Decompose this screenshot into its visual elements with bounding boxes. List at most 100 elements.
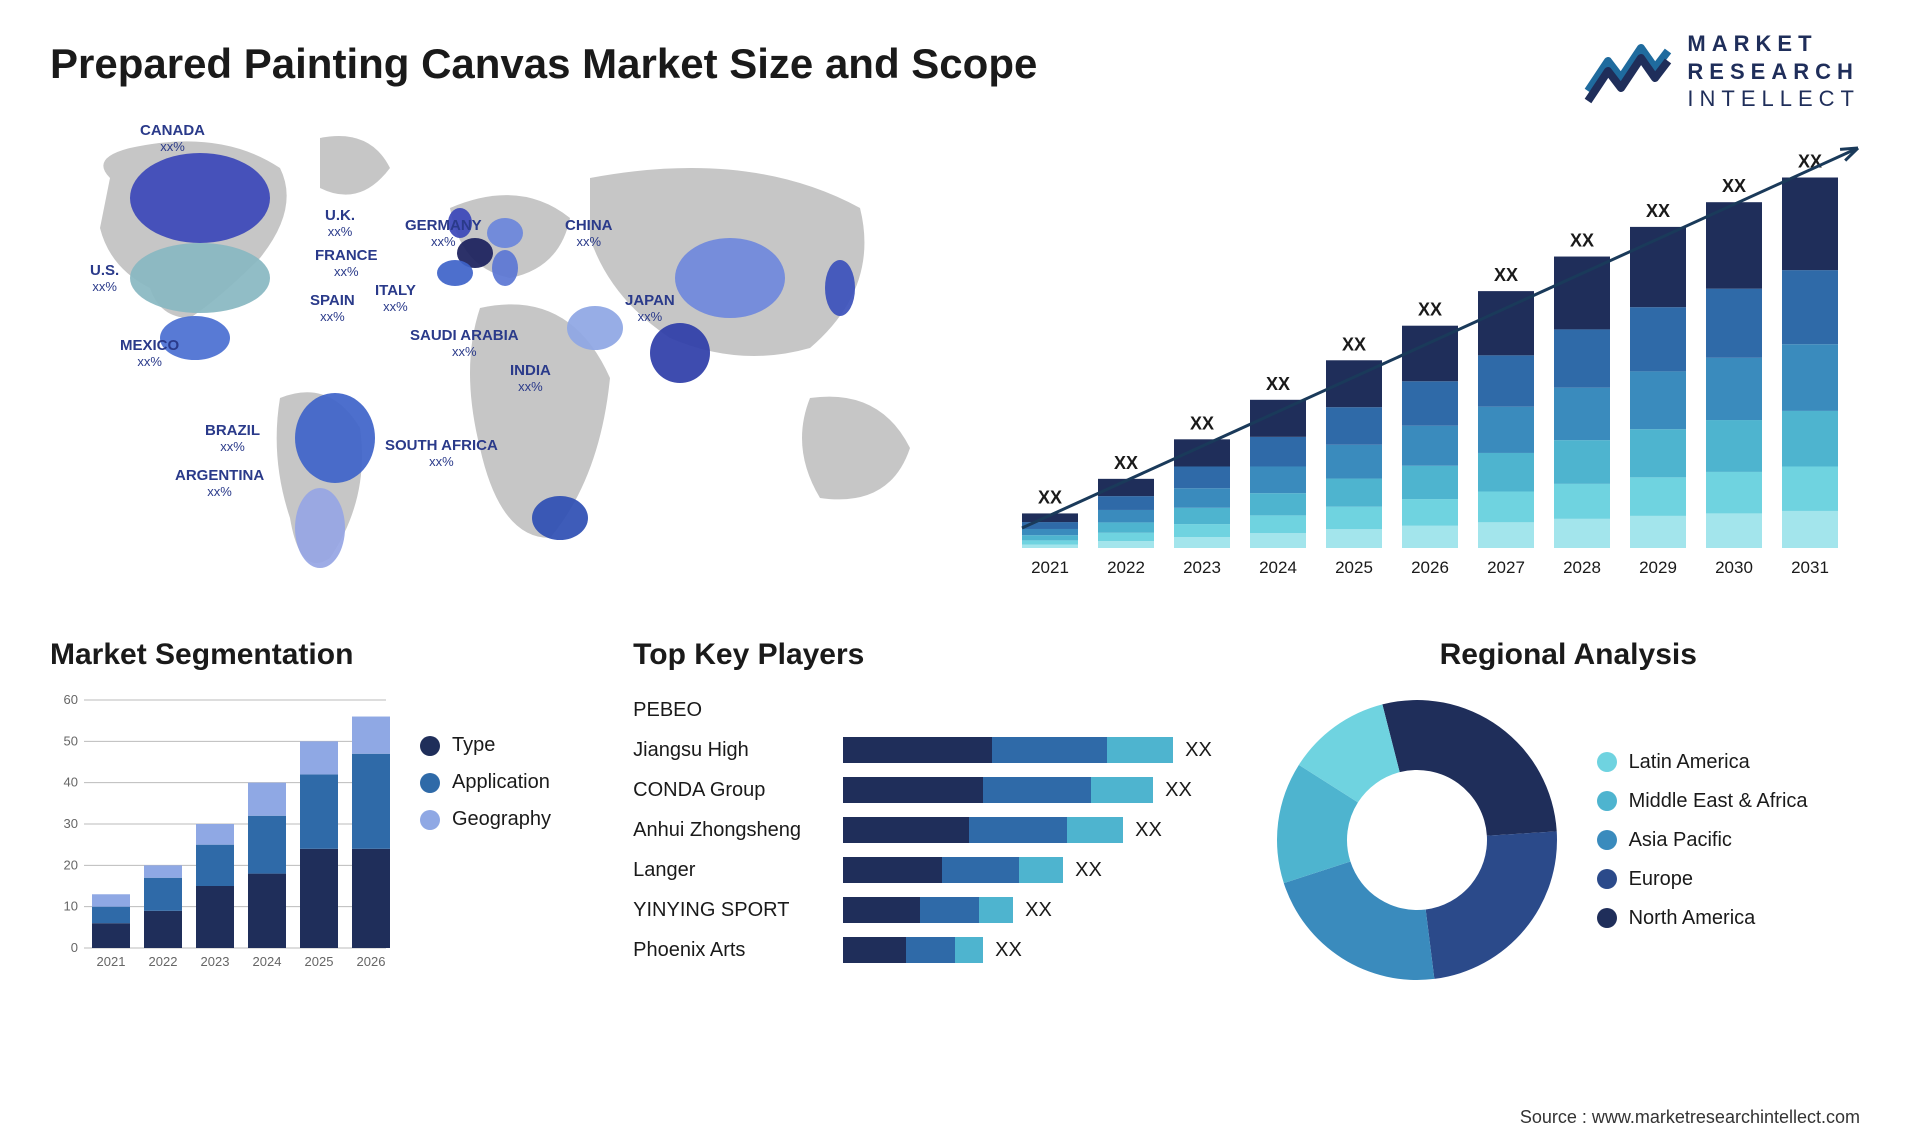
segmentation-title: Market Segmentation (50, 638, 603, 672)
players-bars-col: XXXXXXXXXXXX (843, 690, 1236, 970)
regional-title: Regional Analysis (1267, 638, 1870, 672)
region-legend-item: Asia Pacific (1597, 829, 1808, 852)
logo-icon (1583, 36, 1673, 106)
svg-text:2029: 2029 (1639, 558, 1677, 577)
map-label-u-k-: U.K.xx% (325, 208, 355, 239)
player-row: XX (843, 810, 1236, 850)
region-legend-item: North America (1597, 907, 1808, 930)
svg-text:XX: XX (1570, 231, 1594, 251)
map-label-south-africa: SOUTH AFRICAxx% (385, 438, 498, 469)
player-row: XX (843, 890, 1236, 930)
seg-legend-geography: Geography (420, 808, 551, 831)
map-label-brazil: BRAZILxx% (205, 423, 260, 454)
svg-text:XX: XX (1114, 453, 1138, 473)
svg-text:2023: 2023 (1183, 558, 1221, 577)
player-value: XX (1185, 739, 1212, 762)
svg-text:XX: XX (1266, 374, 1290, 394)
map-label-argentina: ARGENTINAxx% (175, 468, 264, 499)
regional-legend: Latin AmericaMiddle East & AfricaAsia Pa… (1597, 735, 1808, 946)
brand-logo: MARKET RESEARCH INTELLECT (1583, 30, 1860, 113)
svg-text:XX: XX (1646, 201, 1670, 221)
svg-text:2024: 2024 (1259, 558, 1297, 577)
top-row: CANADAxx% U.S.xx% MEXICOxx% BRAZILxx% ARGENT… (50, 118, 1870, 598)
segmentation-svg: 0102030405060202120222023202420252026 (50, 690, 390, 980)
map-label-germany: GERMANYxx% (405, 218, 482, 249)
segmentation-panel: Market Segmentation 0 10 20 30 40 50 60 2021 202… (50, 638, 603, 990)
source-attribution: Source : www.marketresearchintellect.com (1520, 1107, 1860, 1128)
player-name: Langer (633, 850, 843, 890)
player-value: XX (1075, 859, 1102, 882)
map-label-u-s-: U.S.xx% (90, 263, 119, 294)
logo-line2: RESEARCH (1687, 58, 1860, 86)
svg-text:2025: 2025 (1335, 558, 1373, 577)
player-name: Phoenix Arts (633, 930, 843, 970)
map-label-spain: SPAINxx% (310, 293, 355, 324)
player-name: CONDA Group (633, 770, 843, 810)
logo-line3: INTELLECT (1687, 85, 1860, 113)
svg-text:40: 40 (64, 775, 78, 790)
svg-text:50: 50 (64, 733, 78, 748)
svg-text:60: 60 (64, 692, 78, 707)
player-name: Anhui Zhongsheng (633, 810, 843, 850)
segmentation-chart: 0102030405060202120222023202420252026 (50, 690, 390, 980)
seg-legend-type: Type (420, 734, 551, 757)
svg-text:XX: XX (1038, 487, 1062, 507)
svg-text:2022: 2022 (1107, 558, 1145, 577)
svg-text:2030: 2030 (1715, 558, 1753, 577)
svg-text:2027: 2027 (1487, 558, 1525, 577)
map-label-canada: CANADAxx% (140, 123, 205, 154)
svg-text:2028: 2028 (1563, 558, 1601, 577)
player-value: XX (1165, 779, 1192, 802)
region-legend-item: Latin America (1597, 751, 1808, 774)
svg-text:XX: XX (1342, 334, 1366, 354)
forecast-chart-svg: XX2021XX2022XX2023XX2024XX2025XX2026XX20… (990, 118, 1870, 598)
svg-text:2031: 2031 (1791, 558, 1829, 577)
svg-text:2026: 2026 (357, 954, 386, 969)
player-name: YINYING SPORT (633, 890, 843, 930)
svg-text:20: 20 (64, 857, 78, 872)
bottom-row: Market Segmentation 0 10 20 30 40 50 60 2021 202… (50, 638, 1870, 990)
map-label-china: CHINAxx% (565, 218, 613, 249)
player-row (843, 690, 1236, 730)
regional-panel: Regional Analysis Latin AmericaMiddle Ea… (1267, 638, 1870, 990)
player-bar (843, 897, 1013, 923)
players-names-col: PEBEOJiangsu HighCONDA GroupAnhui Zhongs… (633, 690, 843, 970)
svg-text:30: 30 (64, 816, 78, 831)
map-label-india: INDIAxx% (510, 363, 551, 394)
logo-text: MARKET RESEARCH INTELLECT (1687, 30, 1860, 113)
player-value: XX (1025, 899, 1052, 922)
player-bar (843, 817, 1123, 843)
svg-text:2022: 2022 (149, 954, 178, 969)
infographic-page: Prepared Painting Canvas Market Size and… (0, 0, 1920, 1146)
svg-text:XX: XX (1418, 300, 1442, 320)
player-bar (843, 857, 1063, 883)
player-row: XX (843, 730, 1236, 770)
player-row: XX (843, 850, 1236, 890)
map-label-italy: ITALYxx% (375, 283, 416, 314)
players-title: Top Key Players (633, 638, 1236, 672)
svg-text:XX: XX (1722, 176, 1746, 196)
player-bar (843, 777, 1153, 803)
svg-text:2021: 2021 (1031, 558, 1069, 577)
forecast-chart-panel: XX2021XX2022XX2023XX2024XX2025XX2026XX20… (990, 118, 1870, 598)
players-panel: Top Key Players PEBEOJiangsu HighCONDA G… (633, 638, 1236, 990)
svg-text:0: 0 (71, 940, 78, 955)
svg-text:2021: 2021 (97, 954, 126, 969)
world-map-panel: CANADAxx% U.S.xx% MEXICOxx% BRAZILxx% ARGENT… (50, 118, 950, 598)
segmentation-legend: Type Application Geography (420, 690, 551, 980)
player-row: XX (843, 770, 1236, 810)
regional-donut-svg (1267, 690, 1567, 990)
player-name: PEBEO (633, 690, 843, 730)
map-label-france: FRANCExx% (315, 248, 378, 279)
svg-text:10: 10 (64, 899, 78, 914)
player-name: Jiangsu High (633, 730, 843, 770)
seg-legend-application: Application (420, 771, 551, 794)
player-bar (843, 737, 1173, 763)
svg-text:2025: 2025 (305, 954, 334, 969)
player-row: XX (843, 930, 1236, 970)
map-label-saudi-arabia: SAUDI ARABIAxx% (410, 328, 519, 359)
svg-text:2024: 2024 (253, 954, 282, 969)
map-label-mexico: MEXICOxx% (120, 338, 179, 369)
player-value: XX (1135, 819, 1162, 842)
region-legend-item: Europe (1597, 868, 1808, 891)
